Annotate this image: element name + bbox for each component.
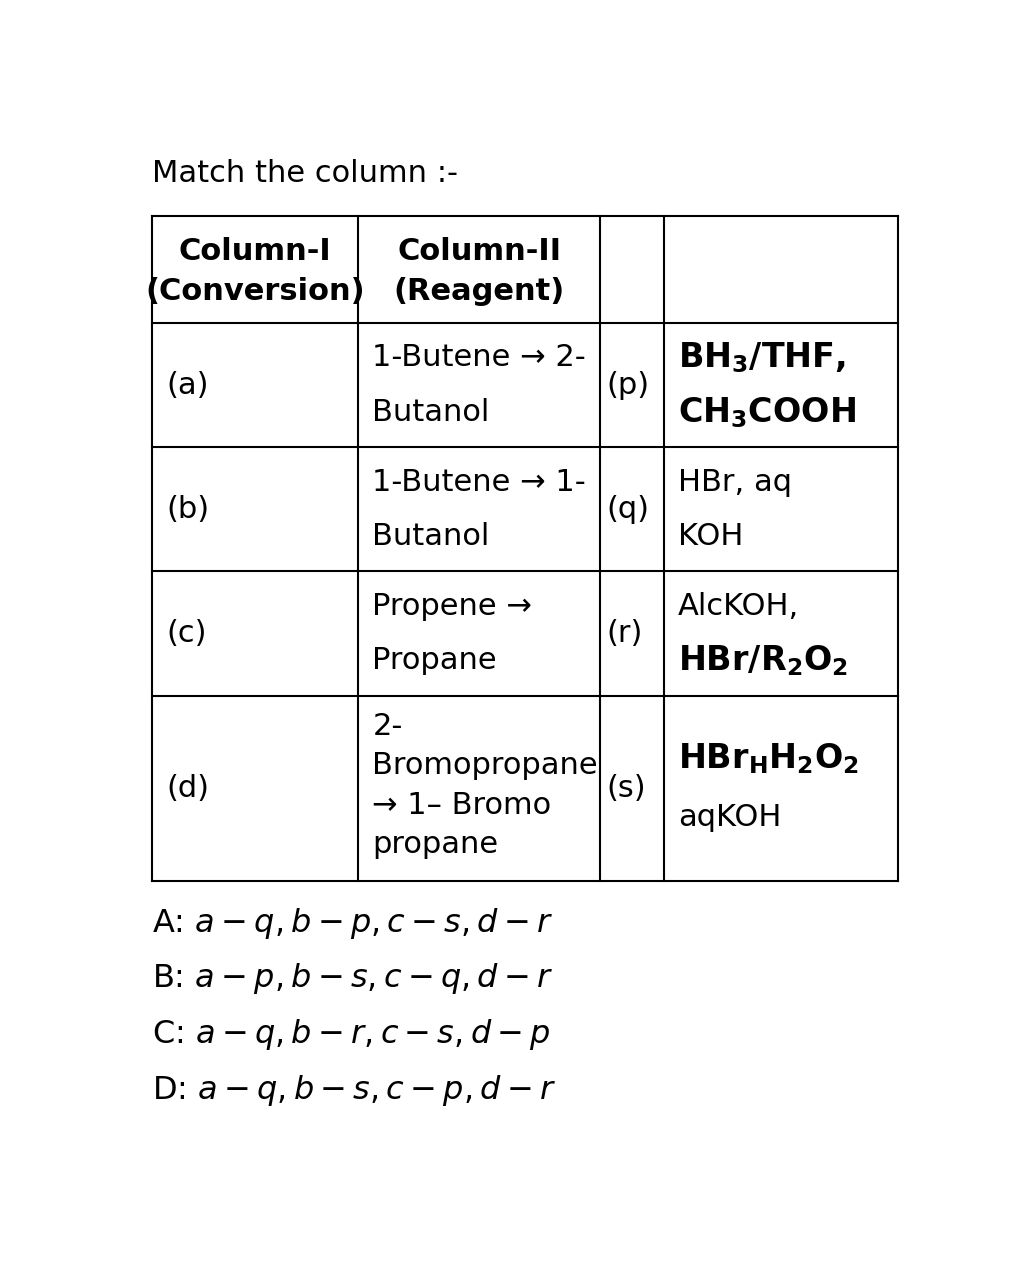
Text: AlcKOH,: AlcKOH, <box>678 591 799 621</box>
Text: (d): (d) <box>166 774 209 803</box>
Text: (s): (s) <box>606 774 646 803</box>
Text: 1-Butene → 2-: 1-Butene → 2- <box>373 344 586 373</box>
Text: (c): (c) <box>166 619 207 648</box>
Text: (a): (a) <box>166 371 209 400</box>
Text: (Reagent): (Reagent) <box>393 277 565 306</box>
Text: Butanol: Butanol <box>373 398 489 428</box>
Text: Butanol: Butanol <box>373 523 489 551</box>
Text: Bromopropane: Bromopropane <box>373 751 598 780</box>
Text: B: $a - p, b - s, c - q, d - r$: B: $a - p, b - s, c - q, d - r$ <box>152 962 553 996</box>
Text: HBr, aq: HBr, aq <box>678 467 792 496</box>
Text: C: $a - q, b - r, c - s, d - p$: C: $a - q, b - r, c - s, d - p$ <box>152 1016 550 1052</box>
Text: Column-II: Column-II <box>397 237 561 266</box>
Text: $\mathbf{HBr_HH_2O_2}$: $\mathbf{HBr_HH_2O_2}$ <box>678 741 859 777</box>
Text: 2-: 2- <box>373 712 402 741</box>
Text: $\mathbf{HBr/R_2O_2}$: $\mathbf{HBr/R_2O_2}$ <box>678 643 848 678</box>
Text: (p): (p) <box>606 371 649 400</box>
Text: (b): (b) <box>166 495 209 524</box>
Text: 1-Butene → 1-: 1-Butene → 1- <box>373 467 586 496</box>
Text: KOH: KOH <box>678 523 743 551</box>
Text: aqKOH: aqKOH <box>678 803 781 832</box>
Text: Propene →: Propene → <box>373 591 532 621</box>
Text: propane: propane <box>373 830 499 859</box>
Text: (q): (q) <box>606 495 649 524</box>
Text: Column-I: Column-I <box>178 237 332 266</box>
Text: A: $a - q, b - p, c - s, d - r$: A: $a - q, b - p, c - s, d - r$ <box>152 906 553 940</box>
Text: Propane: Propane <box>373 646 497 675</box>
Text: → 1– Bromo: → 1– Bromo <box>373 791 552 820</box>
Text: D: $a - q, b - s, c - p, d - r$: D: $a - q, b - s, c - p, d - r$ <box>152 1072 556 1108</box>
Text: Match the column :-: Match the column :- <box>152 160 458 188</box>
Text: (Conversion): (Conversion) <box>145 277 365 306</box>
Text: $\mathbf{BH_3/THF,}$: $\mathbf{BH_3/THF,}$ <box>678 340 846 376</box>
Text: (r): (r) <box>606 619 643 648</box>
Text: $\mathbf{CH_3COOH}$: $\mathbf{CH_3COOH}$ <box>678 396 856 430</box>
